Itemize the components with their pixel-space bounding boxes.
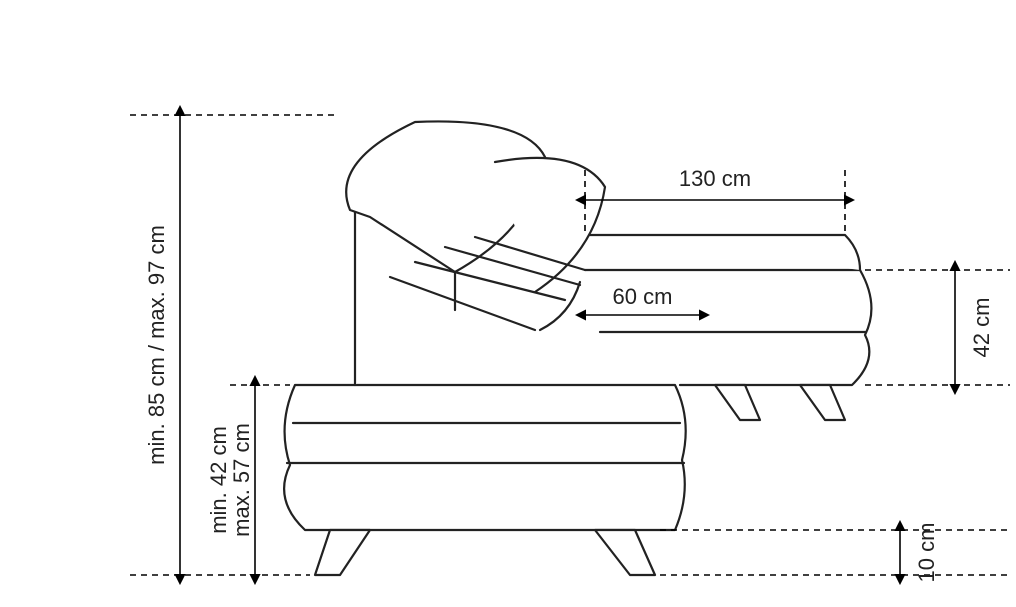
dim-label: max. 57 cm xyxy=(229,423,254,537)
dim-label: 10 cm xyxy=(914,523,939,583)
dim-label: 60 cm xyxy=(613,284,673,309)
dim-label: min. 85 cm / max. 97 cm xyxy=(144,225,169,465)
dim-label: min. 42 cm xyxy=(206,426,231,534)
dim-label: 42 cm xyxy=(969,298,994,358)
dim-label: 130 cm xyxy=(679,166,751,191)
